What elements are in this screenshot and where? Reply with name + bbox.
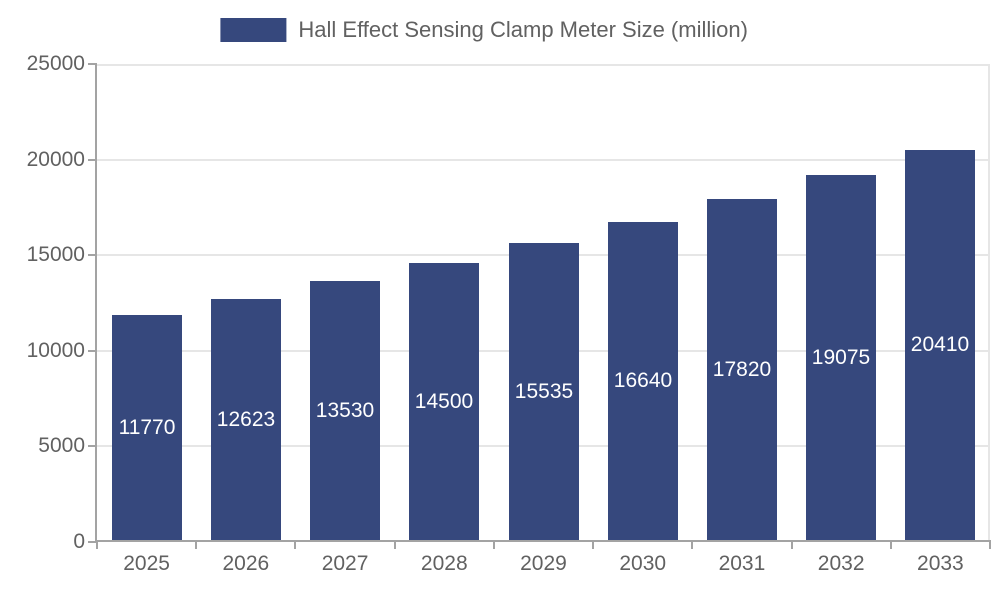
- chart-legend: Hall Effect Sensing Clamp Meter Size (mi…: [220, 17, 748, 43]
- y-tick-mark-25000: [88, 63, 97, 65]
- bar-value-label-2030: 16640: [613, 369, 673, 392]
- x-tick-mark-8: [890, 540, 892, 549]
- x-tick-label-2033: 2033: [917, 552, 964, 575]
- y-tick-label-10000: 10000: [26, 338, 85, 362]
- bar-2030: 16640: [608, 222, 678, 540]
- bar-value-label-2026: 12623: [216, 407, 276, 431]
- gridline-20000: [97, 158, 990, 161]
- plot-area: 11770 12623 13530 14500 15535 16640 17820 19075…: [97, 64, 990, 540]
- x-tick-mark-5: [592, 540, 594, 549]
- bar-value-label-2027: 13530: [315, 398, 375, 422]
- bar-2028: 14500: [409, 263, 479, 540]
- x-axis-line: [95, 540, 990, 542]
- x-tick-mark-7: [791, 540, 793, 549]
- x-tick-label-2032: 2032: [817, 552, 865, 575]
- x-tick-mark-3: [394, 540, 396, 549]
- y-tick-label-20000: 20000: [26, 147, 85, 171]
- y-tick-label-25000: 25000: [26, 52, 85, 75]
- gridline-25000: [97, 64, 990, 66]
- bar-value-label-2029: 15535: [514, 379, 574, 403]
- y-tick-mark-5000: [88, 445, 97, 448]
- bar-value-label-2025: 11770: [118, 415, 176, 439]
- y-tick-label-0: 0: [73, 530, 85, 553]
- x-tick-label-2028: 2028: [420, 552, 468, 575]
- y-tick-mark-10000: [88, 349, 97, 352]
- x-tick-label-2031: 2031: [718, 552, 766, 575]
- x-tick-label-2025: 2025: [123, 552, 170, 575]
- bar-value-label-2031: 17820: [712, 357, 772, 381]
- x-tick-mark-0: [96, 540, 98, 549]
- x-tick-mark-1: [195, 540, 197, 549]
- y-tick-mark-0: [88, 541, 97, 543]
- y-axis-line: [95, 64, 97, 542]
- x-tick-mark-9: [989, 540, 991, 549]
- legend-swatch: [220, 18, 287, 42]
- bar-2032: 19075: [806, 175, 876, 540]
- bar-2025: 11770: [112, 315, 182, 540]
- x-tick-label-2027: 2027: [321, 552, 369, 575]
- y-tick-label-5000: 5000: [38, 434, 85, 458]
- bar-2033: 20410: [905, 150, 975, 540]
- x-tick-mark-2: [294, 540, 296, 549]
- legend-label: Hall Effect Sensing Clamp Meter Size (mi…: [298, 17, 748, 42]
- x-tick-label-2030: 2030: [619, 552, 667, 575]
- bar-2027: 13530: [310, 281, 380, 540]
- x-tick-mark-4: [493, 540, 495, 549]
- bar-value-label-2028: 14500: [414, 389, 474, 413]
- bar-2031: 17820: [707, 199, 777, 540]
- bar-2029: 15535: [509, 243, 579, 540]
- x-tick-mark-6: [691, 540, 693, 549]
- x-tick-label-2029: 2029: [520, 552, 567, 575]
- plot-right-border: [988, 64, 990, 540]
- bar-2026: 12623: [211, 299, 281, 540]
- bar-value-label-2033: 20410: [910, 333, 970, 356]
- y-tick-label-15000: 15000: [26, 243, 85, 267]
- y-tick-mark-20000: [88, 158, 97, 161]
- y-tick-mark-15000: [88, 254, 97, 257]
- x-tick-label-2026: 2026: [222, 552, 270, 575]
- bar-value-label-2032: 19075: [811, 345, 871, 369]
